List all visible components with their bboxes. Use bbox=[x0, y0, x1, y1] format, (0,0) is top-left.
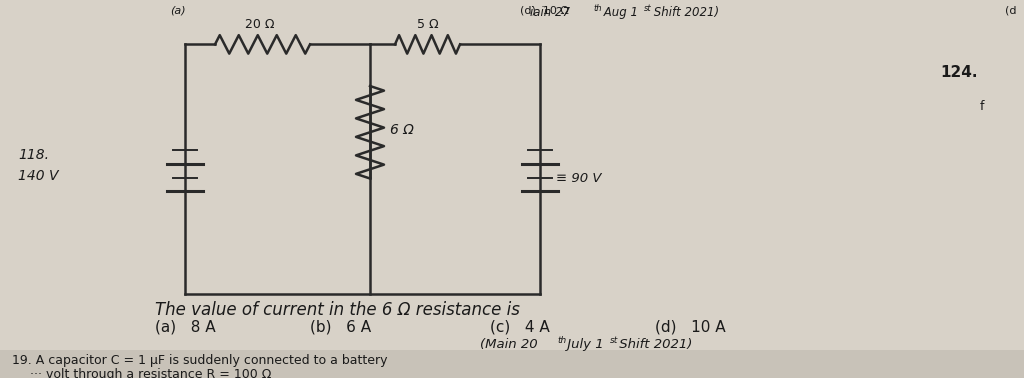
Text: st: st bbox=[644, 4, 651, 13]
Text: ≡ 90 V: ≡ 90 V bbox=[556, 172, 601, 185]
FancyBboxPatch shape bbox=[0, 0, 1024, 350]
Text: ··· volt through a resistance R = 100 Ω: ··· volt through a resistance R = 100 Ω bbox=[30, 368, 271, 378]
Text: th: th bbox=[593, 4, 601, 13]
Text: f: f bbox=[980, 100, 984, 113]
Text: 20 Ω: 20 Ω bbox=[246, 19, 274, 31]
Text: th: th bbox=[557, 336, 566, 345]
Text: The value of current in the 6 Ω resistance is: The value of current in the 6 Ω resistan… bbox=[155, 301, 520, 319]
Text: 118.: 118. bbox=[18, 148, 49, 162]
Text: (d)   10 A: (d) 10 A bbox=[655, 319, 726, 334]
Text: Shift 2021): Shift 2021) bbox=[650, 6, 719, 19]
Text: 124.: 124. bbox=[940, 65, 978, 80]
Text: 19. A capacitor C = 1 μF is suddenly connected to a battery: 19. A capacitor C = 1 μF is suddenly con… bbox=[12, 354, 387, 367]
Text: (b)   6 A: (b) 6 A bbox=[310, 319, 371, 334]
Text: iain 27: iain 27 bbox=[530, 6, 570, 19]
Text: (d)  10 Ω: (d) 10 Ω bbox=[520, 6, 569, 15]
Text: 6 Ω: 6 Ω bbox=[390, 123, 414, 138]
Text: (a)   8 A: (a) 8 A bbox=[155, 319, 216, 334]
Text: (a): (a) bbox=[170, 6, 185, 15]
Text: Aug 1: Aug 1 bbox=[600, 6, 638, 19]
Text: st: st bbox=[610, 336, 618, 345]
Text: 5 Ω: 5 Ω bbox=[417, 19, 439, 31]
Text: (c)   4 A: (c) 4 A bbox=[490, 319, 550, 334]
Text: (Main 20: (Main 20 bbox=[480, 338, 538, 350]
Text: (d: (d bbox=[1005, 6, 1017, 15]
Text: July 1: July 1 bbox=[563, 338, 603, 350]
Text: 140 V: 140 V bbox=[18, 169, 58, 183]
Text: Shift 2021): Shift 2021) bbox=[615, 338, 692, 350]
